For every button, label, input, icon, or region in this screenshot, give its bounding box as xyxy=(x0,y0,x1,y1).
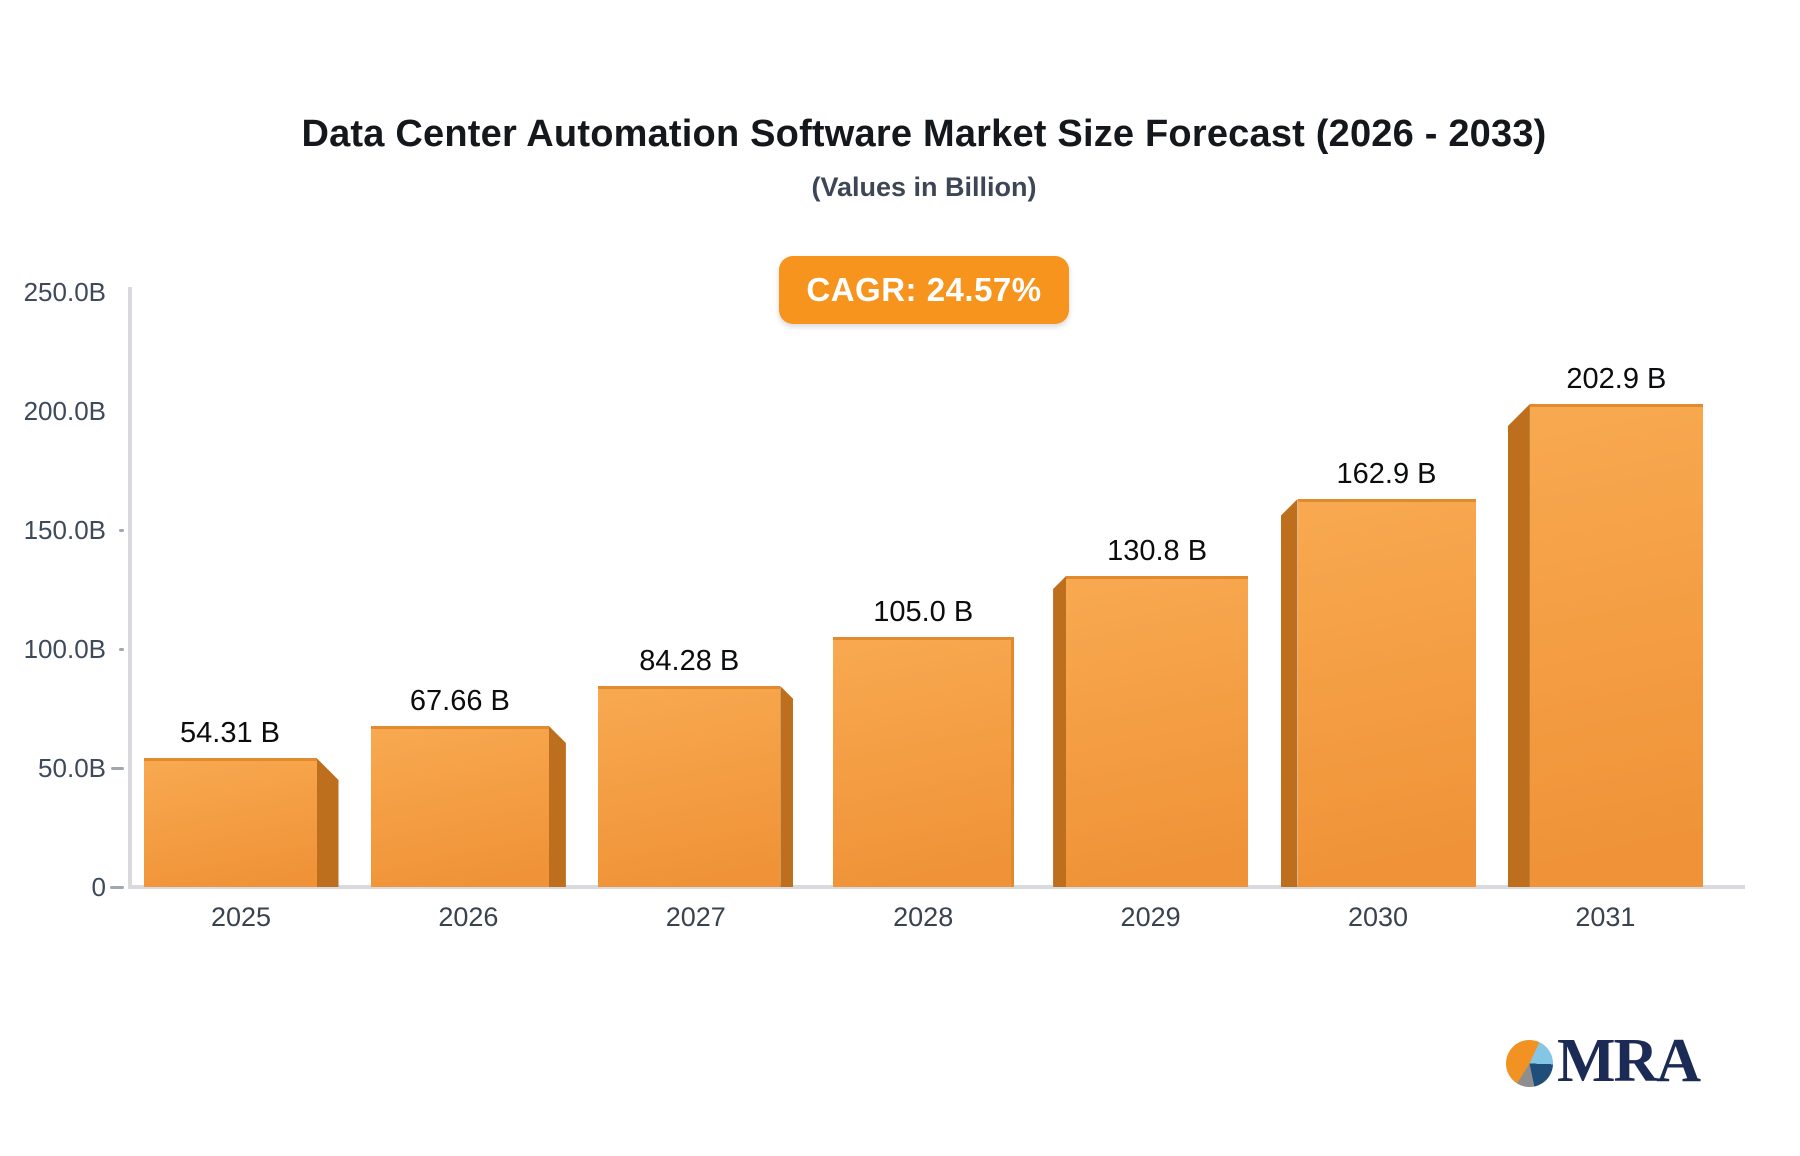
chart-header: Data Center Automation Software Market S… xyxy=(24,0,1800,202)
y-axis-tick xyxy=(119,648,124,651)
bar-side-panel xyxy=(1053,576,1067,887)
x-axis-label: 2030 xyxy=(1347,902,1409,932)
bar-side-panel xyxy=(780,686,794,887)
bar-2026 xyxy=(370,726,549,887)
bar-2030 xyxy=(1297,499,1476,887)
bar-2027 xyxy=(598,686,781,887)
cagr-badge-label: CAGR: 24.57% xyxy=(806,271,1042,308)
x-axis-label: 2026 xyxy=(438,902,499,932)
bar-side-panel xyxy=(1280,499,1298,887)
y-axis-label: 200.0B xyxy=(23,396,106,426)
x-axis-label: 2028 xyxy=(893,902,954,932)
bar-side-panel xyxy=(1507,404,1530,887)
y-axis-line xyxy=(128,287,132,889)
bar-2031 xyxy=(1529,404,1703,887)
y-axis-label: 150.0B xyxy=(23,515,106,545)
bar-2029 xyxy=(1066,576,1249,887)
y-axis-label: 0 xyxy=(91,872,106,902)
bar-2028 xyxy=(832,637,1014,887)
y-axis-label: 100.0B xyxy=(23,634,106,664)
bar-value-label: 202.9 B xyxy=(1566,363,1667,395)
bar-side-panel xyxy=(548,726,566,887)
chart-subtitle: (Values in Billion) xyxy=(811,172,1037,202)
x-axis-label: 2029 xyxy=(1120,902,1181,932)
mra-logo: MRA xyxy=(1506,1027,1701,1096)
x-axis-label: 2025 xyxy=(210,902,272,932)
bar-side-panel xyxy=(316,758,339,887)
bar-value-label: 84.28 B xyxy=(639,645,740,677)
y-axis-tick xyxy=(111,767,124,770)
y-axis-label: 250.0B xyxy=(23,277,106,307)
bar-value-label: 105.0 B xyxy=(873,596,974,628)
bar-value-label: 162.9 B xyxy=(1336,458,1437,490)
mra-logo-pie-icon xyxy=(1506,1039,1553,1087)
bar-2025 xyxy=(143,758,317,887)
cagr-badge: CAGR: 24.57% xyxy=(779,256,1069,324)
x-axis-label: 2031 xyxy=(1575,902,1636,932)
bar-value-label: 54.31 B xyxy=(180,717,280,749)
y-axis-tick xyxy=(110,886,124,889)
bar-value-label: 130.8 B xyxy=(1107,535,1208,567)
mra-logo-text: MRA xyxy=(1557,1026,1701,1095)
y-axis-label: 50.0B xyxy=(38,753,106,783)
x-axis-label: 2027 xyxy=(665,902,726,932)
x-axis-line xyxy=(128,885,1745,889)
chart-title: Data Center Automation Software Market S… xyxy=(301,113,1547,155)
bar-value-label: 67.66 B xyxy=(409,685,510,717)
y-axis-tick xyxy=(119,529,124,532)
